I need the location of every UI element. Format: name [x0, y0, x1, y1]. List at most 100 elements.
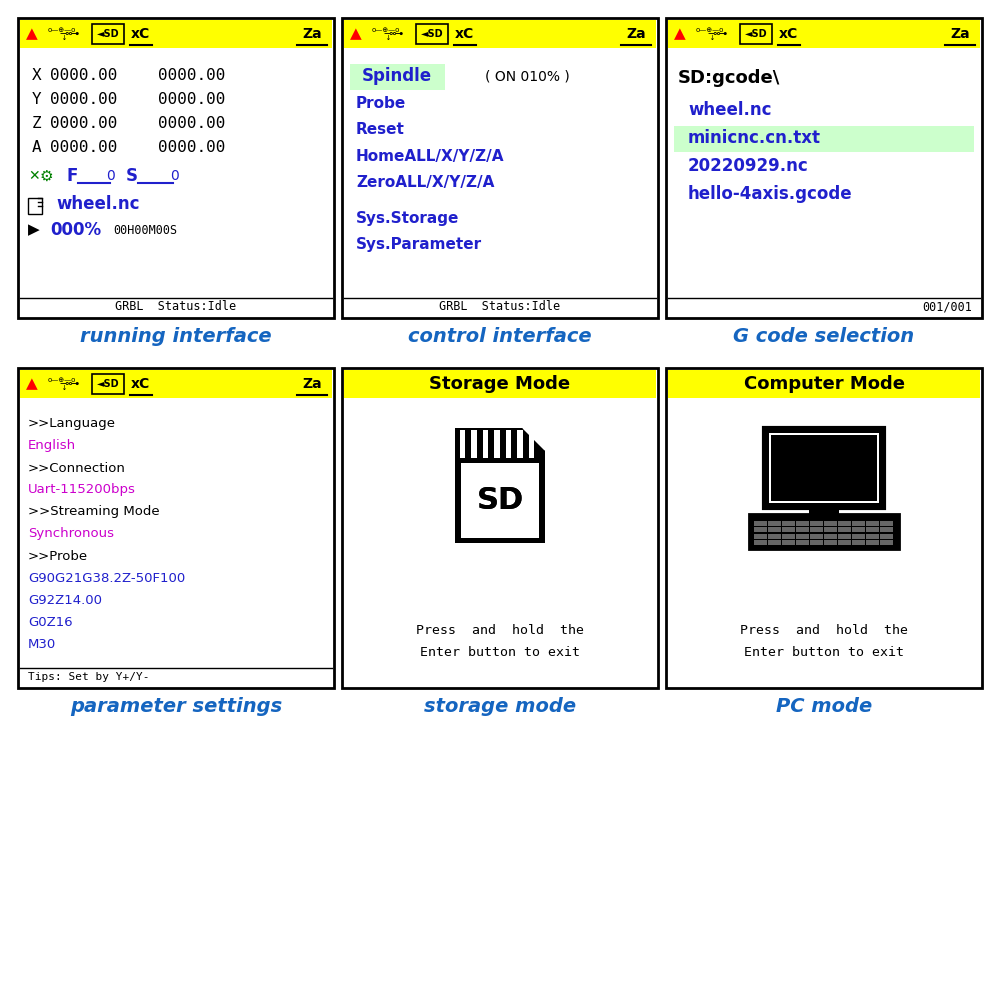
Bar: [852, 534, 865, 538]
Text: 001/001: 001/001: [922, 300, 972, 314]
Text: Za: Za: [950, 27, 970, 41]
Text: PC mode: PC mode: [776, 698, 872, 716]
Text: HomeALL/X/Y/Z/A: HomeALL/X/Y/Z/A: [356, 148, 505, 163]
Bar: [852, 520, 865, 526]
Text: 0: 0: [106, 169, 115, 183]
Text: parameter settings: parameter settings: [70, 698, 282, 716]
Bar: [768, 540, 781, 545]
Text: G code selection: G code selection: [733, 328, 915, 347]
Text: Z: Z: [32, 116, 42, 131]
Text: 0000.00: 0000.00: [50, 140, 117, 155]
Bar: [838, 520, 851, 526]
Bar: [880, 527, 893, 532]
Bar: [824, 534, 837, 538]
Text: ▲: ▲: [350, 26, 362, 41]
Bar: [666, 18, 982, 318]
Bar: [838, 527, 851, 532]
Text: English: English: [28, 440, 76, 452]
Text: 0000.00: 0000.00: [158, 93, 225, 107]
Text: ▶: ▶: [28, 223, 40, 237]
Text: Za: Za: [302, 377, 322, 391]
Bar: [471, 430, 477, 458]
Text: 0000.00: 0000.00: [158, 140, 225, 155]
Bar: [342, 368, 658, 688]
Text: ⊸⊶: ⊸⊶: [60, 379, 80, 389]
Bar: [754, 534, 767, 538]
Text: ( ON 010% ): ( ON 010% ): [485, 69, 569, 83]
Bar: [754, 527, 767, 532]
Text: o—⊕—o
  ↓: o—⊕—o ↓: [372, 27, 400, 40]
Bar: [506, 430, 511, 458]
Text: xC: xC: [778, 27, 798, 41]
Bar: [517, 430, 523, 458]
Text: Reset: Reset: [356, 122, 405, 137]
Bar: [344, 20, 656, 48]
Bar: [740, 24, 772, 44]
Text: control interface: control interface: [408, 328, 592, 347]
Bar: [768, 520, 781, 526]
Bar: [529, 430, 534, 458]
Bar: [866, 520, 879, 526]
Bar: [824, 540, 837, 545]
Bar: [838, 534, 851, 538]
Bar: [796, 540, 809, 545]
Bar: [782, 540, 795, 545]
Text: 0000.00: 0000.00: [50, 68, 117, 84]
Bar: [754, 540, 767, 545]
Bar: [810, 540, 823, 545]
Bar: [771, 435, 877, 501]
Bar: [455, 428, 545, 543]
Text: 0: 0: [170, 169, 179, 183]
Text: Synchronous: Synchronous: [28, 528, 114, 540]
Bar: [880, 520, 893, 526]
Text: G0Z16: G0Z16: [28, 615, 73, 629]
Bar: [866, 540, 879, 545]
Bar: [92, 24, 124, 44]
Bar: [483, 430, 488, 458]
Text: Tips: Set by Y+/Y-: Tips: Set by Y+/Y-: [28, 672, 150, 682]
Bar: [866, 527, 879, 532]
Bar: [796, 520, 809, 526]
Text: o—⊕—o
  ↓: o—⊕—o ↓: [696, 27, 724, 40]
Text: ZeroALL/X/Y/Z/A: ZeroALL/X/Y/Z/A: [356, 174, 494, 190]
Text: ⚙: ⚙: [40, 168, 54, 184]
Text: SD: SD: [476, 486, 524, 515]
Text: Za: Za: [302, 27, 322, 41]
Text: ◄SD: ◄SD: [97, 379, 119, 389]
Bar: [769, 433, 879, 503]
Bar: [18, 18, 334, 318]
Text: SD:gcode\: SD:gcode\: [678, 69, 780, 87]
Text: 0000.00: 0000.00: [50, 116, 117, 131]
Text: ⊸⊶: ⊸⊶: [384, 29, 404, 39]
Bar: [782, 520, 795, 526]
Text: Probe: Probe: [356, 97, 406, 111]
Bar: [666, 368, 982, 688]
Text: >>Connection: >>Connection: [28, 462, 126, 475]
Text: >>Streaming Mode: >>Streaming Mode: [28, 506, 160, 518]
Bar: [768, 527, 781, 532]
Text: xC: xC: [130, 27, 150, 41]
Bar: [880, 540, 893, 545]
Text: M30: M30: [28, 638, 56, 650]
Bar: [749, 514, 899, 549]
Bar: [344, 370, 656, 398]
Bar: [494, 430, 500, 458]
Text: ◄SD: ◄SD: [97, 29, 119, 39]
Bar: [18, 368, 334, 688]
Bar: [28, 198, 42, 214]
Text: SD: SD: [476, 486, 524, 515]
Text: storage mode: storage mode: [424, 698, 576, 716]
Text: xC: xC: [130, 377, 150, 391]
Text: ▲: ▲: [26, 376, 38, 391]
Text: wheel.nc: wheel.nc: [688, 101, 772, 119]
Bar: [674, 126, 974, 152]
Bar: [92, 374, 124, 394]
Text: 000%: 000%: [50, 221, 101, 239]
Text: Storage Mode: Storage Mode: [429, 375, 571, 393]
Bar: [824, 527, 837, 532]
Text: 00H00M00S: 00H00M00S: [113, 224, 177, 236]
Bar: [852, 540, 865, 545]
Bar: [342, 18, 658, 318]
Text: Enter button to exit: Enter button to exit: [420, 646, 580, 658]
Text: X: X: [32, 68, 42, 84]
